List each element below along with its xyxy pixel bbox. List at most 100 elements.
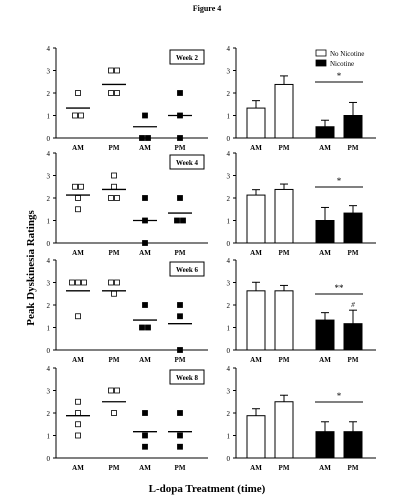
data-point-filled (142, 432, 148, 439)
y-tick-label: 0 (47, 135, 51, 143)
y-tick-label: 2 (227, 195, 231, 203)
x-tick-label: PM (348, 249, 359, 257)
x-tick-label: AM (319, 249, 331, 257)
y-tick-label: 3 (47, 388, 51, 396)
data-point-open (75, 279, 81, 286)
x-tick-label: PM (175, 144, 186, 152)
data-point-filled (174, 217, 180, 224)
figure-title: Figure 4 (192, 4, 222, 13)
x-tick-label: PM (348, 356, 359, 364)
x-tick-label: PM (109, 356, 120, 364)
y-tick-label: 3 (47, 173, 51, 181)
y-tick-label: 4 (227, 150, 231, 158)
x-tick-label: AM (72, 356, 84, 364)
y-tick-label: 4 (227, 45, 231, 53)
significance-marker: * (337, 391, 342, 401)
y-tick-label: 0 (227, 455, 231, 463)
bar-nicotine (315, 126, 335, 139)
y-tick-label: 1 (47, 325, 51, 333)
data-point-open (111, 290, 117, 297)
bar-nicotine (343, 431, 363, 459)
y-tick-label: 2 (47, 90, 51, 98)
x-tick-label: PM (279, 464, 290, 472)
significance-marker: * (337, 71, 342, 81)
bar-nicotine (315, 220, 335, 244)
data-point-filled (177, 432, 183, 439)
data-point-open (108, 195, 114, 201)
data-point-open (111, 172, 117, 179)
bar-nicotine (315, 431, 335, 459)
week-label-box (169, 154, 205, 170)
data-point-open (69, 279, 75, 286)
y-tick-label: 0 (227, 347, 231, 355)
x-tick-label: AM (319, 144, 331, 152)
x-tick-label: AM (139, 464, 151, 472)
data-point-open (75, 195, 81, 201)
data-point-open (81, 279, 87, 286)
data-point-open (108, 67, 114, 74)
bar-no-nicotine (274, 83, 294, 139)
bar-nicotine (343, 212, 363, 244)
data-point-filled (139, 135, 145, 141)
y-tick-label: 2 (47, 410, 51, 418)
week-label-box (169, 369, 205, 385)
y-tick-label: 1 (227, 113, 231, 121)
x-tick-label: AM (139, 356, 151, 364)
y-tick-label: 4 (227, 365, 231, 373)
x-tick-label: PM (109, 464, 120, 472)
data-point-open (75, 313, 81, 320)
data-point-filled (177, 302, 183, 308)
y-tick-label: 3 (47, 280, 51, 288)
dagger-marker: # (351, 301, 355, 309)
bar-no-nicotine (274, 401, 294, 459)
week-label: Week 6 (176, 266, 198, 274)
x-tick-label: AM (72, 464, 84, 472)
y-tick-label: 2 (227, 90, 231, 98)
data-point-open (108, 90, 114, 96)
y-tick-label: 3 (227, 173, 231, 181)
y-tick-label: 1 (47, 433, 51, 441)
data-point-filled (139, 324, 145, 331)
data-point-open (108, 387, 114, 394)
legend-swatch-no-nicotine (315, 49, 327, 57)
data-point-filled (180, 217, 186, 224)
bar-no-nicotine (246, 194, 266, 244)
y-tick-label: 0 (227, 240, 231, 248)
x-tick-label: PM (175, 249, 186, 257)
significance-marker: * (337, 176, 342, 186)
y-tick-label: 3 (227, 388, 231, 396)
data-point-filled (142, 443, 148, 450)
data-point-open (114, 90, 120, 96)
bar-nicotine (315, 319, 335, 351)
x-tick-label: AM (319, 464, 331, 472)
data-point-open (72, 183, 78, 190)
y-tick-label: 3 (227, 280, 231, 288)
x-tick-label: AM (72, 144, 84, 152)
data-point-open (75, 398, 81, 405)
data-point-filled (142, 302, 148, 308)
data-point-filled (145, 324, 151, 331)
y-tick-label: 1 (227, 325, 231, 333)
data-point-filled (177, 135, 183, 141)
bar-nicotine (343, 323, 363, 351)
data-point-open (75, 410, 81, 416)
x-tick-label: AM (319, 356, 331, 364)
x-tick-label: AM (72, 249, 84, 257)
legend-label-nicotine: Nicotine (330, 60, 354, 68)
data-point-open (72, 112, 78, 119)
y-tick-label: 4 (227, 257, 231, 265)
bar-no-nicotine (246, 415, 266, 459)
bar-no-nicotine (274, 188, 294, 244)
x-tick-label: PM (348, 144, 359, 152)
y-tick-label: 2 (47, 302, 51, 310)
y-tick-label: 4 (47, 257, 51, 265)
week-label-box (169, 49, 205, 65)
x-tick-label: PM (109, 144, 120, 152)
week-label: Week 2 (176, 54, 198, 62)
x-tick-label: PM (279, 249, 290, 257)
data-point-open (114, 279, 120, 286)
bar-no-nicotine (246, 290, 266, 351)
y-tick-label: 2 (227, 410, 231, 418)
y-tick-label: 1 (227, 218, 231, 226)
